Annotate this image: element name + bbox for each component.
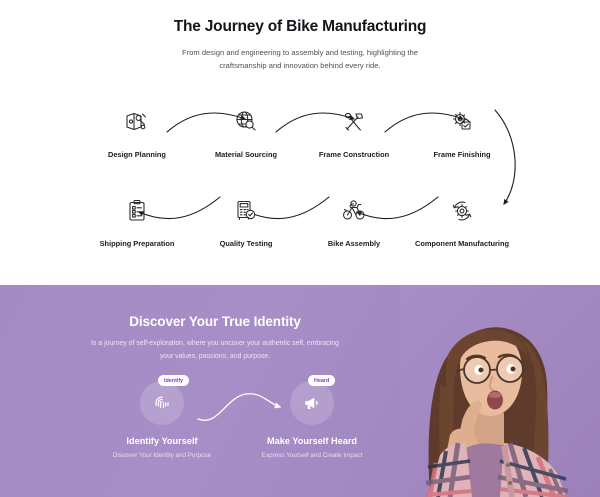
process-step-1[interactable]: Design Planning (72, 102, 202, 159)
process-step-2[interactable]: Material Sourcing (181, 102, 311, 159)
identity-cards: Identify Identify Yourself Discover Your… (0, 375, 430, 491)
flow-arrows (137, 109, 516, 220)
card-title: Identify Yourself (126, 436, 198, 446)
process-section: The Journey of Bike Manufacturing From d… (0, 18, 600, 272)
hammer-wrench-icon (289, 102, 419, 142)
gear-check-spray-icon (397, 102, 527, 142)
identity-card-1[interactable]: Identify Identify Yourself Discover Your… (82, 375, 242, 459)
identity-card-2[interactable]: Heard Make Yourself Heard Express Yourse… (232, 375, 392, 459)
bike-assembly-icon (289, 191, 419, 231)
page-title: The Journey of Bike Manufacturing (173, 18, 427, 35)
hero-title: Discover Your True Identity (129, 314, 301, 329)
process-step-4[interactable]: Frame Finishing (397, 102, 527, 159)
identity-hero-section: Discover Your True Identity Is a journey… (0, 285, 600, 497)
fingerprint-icon (155, 396, 169, 409)
megaphone-icon (305, 397, 318, 409)
card-badge: Identify (158, 375, 190, 386)
quality-check-icon (181, 191, 311, 231)
process-step-label: Frame Construction (318, 150, 390, 159)
process-step-label: Frame Finishing (433, 150, 491, 159)
gear-cycle-icon (397, 191, 527, 231)
card-description: Express Yourself and Create Impact (261, 452, 363, 459)
process-step-5[interactable]: Component Manufacturing (397, 191, 527, 248)
page-subtitle: From design and engineering to assembly … (182, 48, 418, 71)
process-flow: Design Planning Material Sourcing (0, 92, 600, 272)
process-step-label: Shipping Preparation (99, 239, 175, 248)
process-step-7[interactable]: Quality Testing (181, 191, 311, 248)
process-step-6[interactable]: Bike Assembly (289, 191, 419, 248)
card-description: Discover Your Identity and Purpose (112, 452, 212, 459)
card-title: Make Yourself Heard (266, 436, 358, 446)
process-step-label: Component Manufacturing (414, 239, 510, 248)
hero-subtitle: Is a journey of self-exploration, where … (91, 340, 339, 360)
blueprint-design-icon (72, 102, 202, 142)
connector-arrow (197, 393, 282, 421)
process-step-label: Material Sourcing (214, 150, 277, 159)
process-step-label: Design Planning (108, 150, 166, 159)
process-step-label: Bike Assembly (327, 239, 381, 248)
process-step-label: Quality Testing (219, 239, 273, 248)
surprised-woman-with-glasses-photo (400, 285, 600, 497)
globe-search-icon (181, 102, 311, 142)
process-step-3[interactable]: Frame Construction (289, 102, 419, 159)
card-circle-background (290, 381, 334, 425)
process-step-8[interactable]: Shipping Preparation (72, 191, 202, 248)
card-circle-background (140, 381, 184, 425)
card-badge: Heard (308, 375, 336, 386)
clipboard-icon (72, 191, 202, 231)
